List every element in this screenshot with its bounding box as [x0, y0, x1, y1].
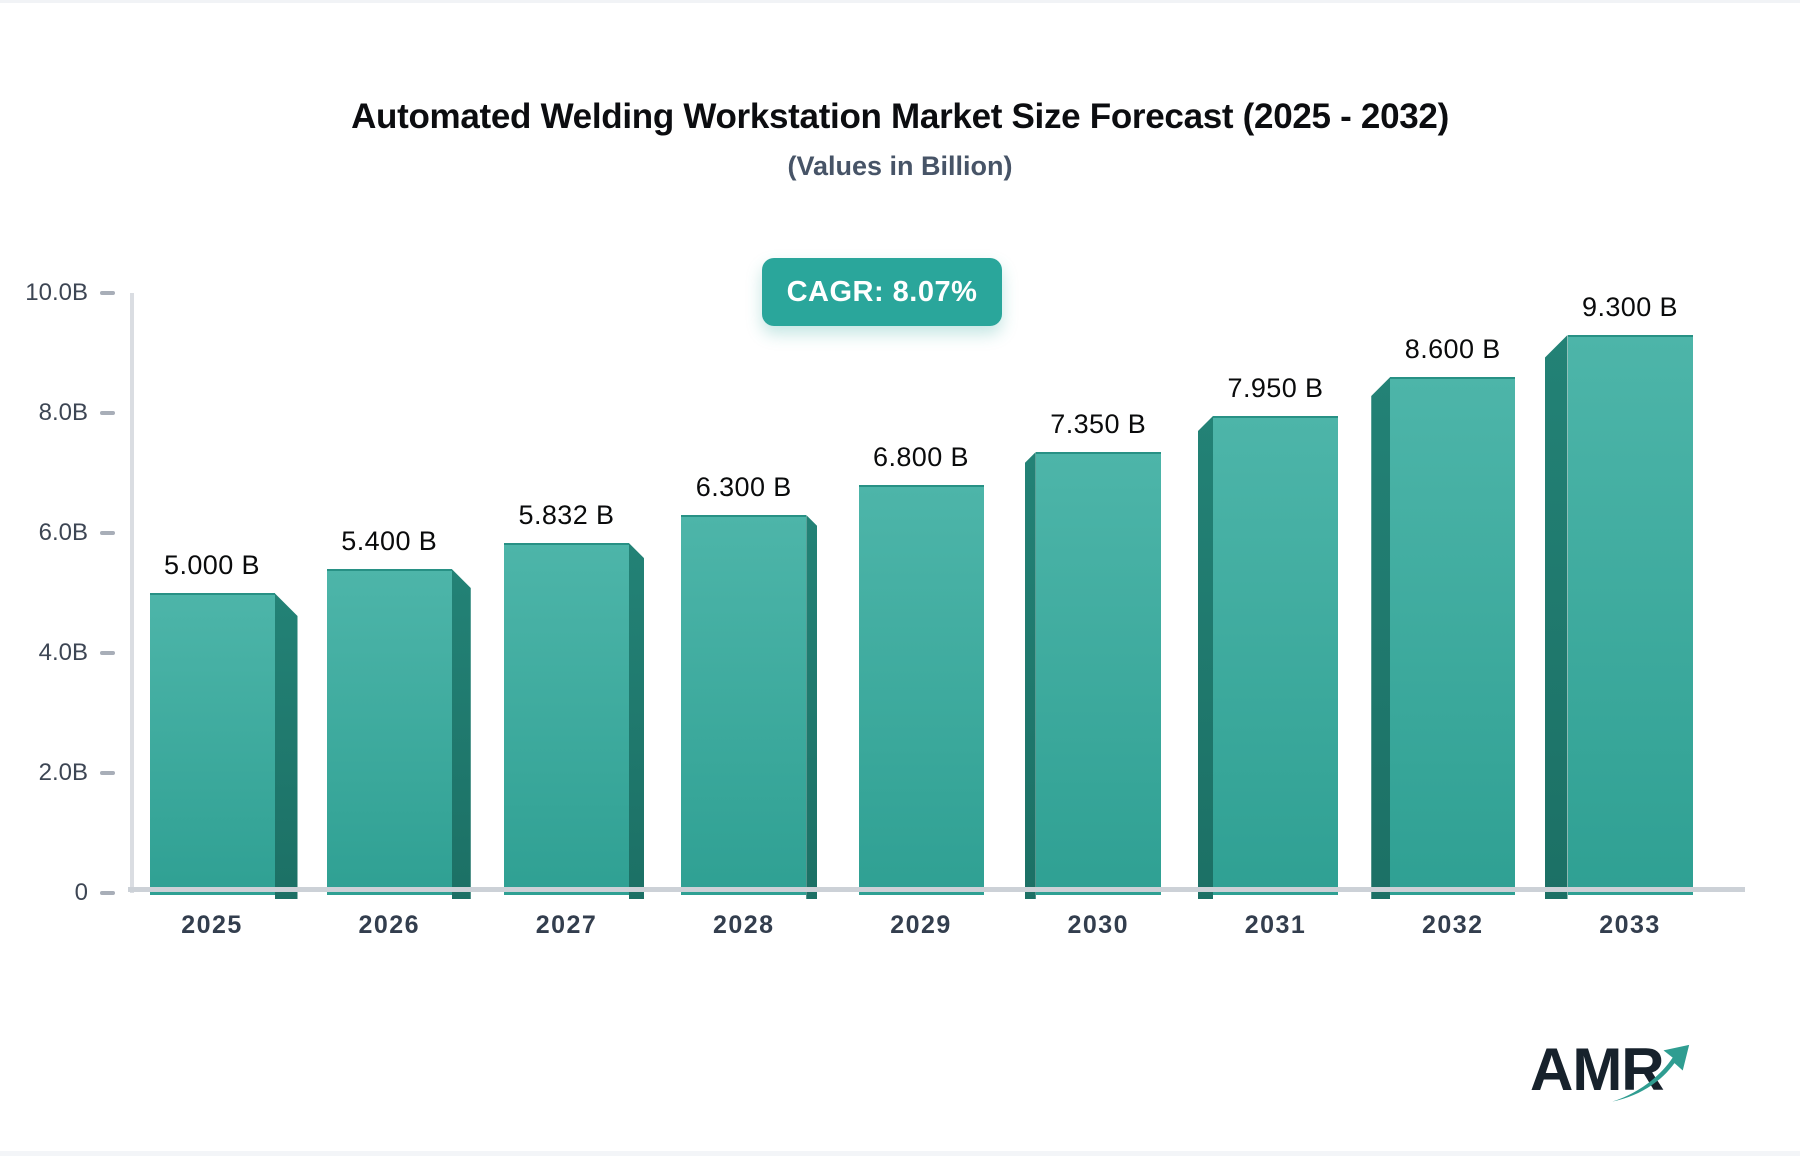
x-tick-label: 2025: [181, 911, 243, 939]
bar-2032: [1390, 377, 1516, 895]
trend-up-arrow-icon: [1612, 1044, 1690, 1102]
bar-side-panel: [1544, 335, 1568, 899]
bar-2026: [326, 569, 452, 895]
bar-2027: [504, 543, 629, 895]
bar-value-label: 6.800 B: [873, 442, 969, 472]
y-tick-mark: [100, 531, 115, 535]
x-tick-label: 2028: [712, 911, 775, 939]
bar-value-label: 9.300 B: [1582, 292, 1678, 322]
amr-logo-text: AMR: [1530, 1036, 1665, 1103]
bar-2030: [1035, 452, 1161, 895]
x-tick-label: 2033: [1599, 911, 1661, 939]
x-axis-line: [128, 887, 1745, 892]
chart-subtitle: (Values in Billion): [787, 151, 1013, 181]
bar-side-panel: [1371, 377, 1391, 899]
bar-2031: [1213, 416, 1338, 895]
y-tick-mark: [100, 291, 115, 295]
x-tick-label: 2030: [1067, 911, 1130, 939]
y-tick-mark: [100, 651, 115, 655]
x-tick-label: 2029: [890, 911, 952, 939]
bar-side-panel: [629, 543, 644, 899]
bar-value-label: 7.350 B: [1050, 409, 1147, 439]
y-tick-label: 10.0B: [25, 279, 88, 306]
bar-side-panel: [806, 515, 818, 899]
y-tick-mark: [100, 411, 115, 415]
chart-title: Automated Welding Workstation Market Siz…: [351, 97, 1449, 136]
bar-value-label: 6.300 B: [695, 472, 792, 502]
bar-value-label: 5.832 B: [518, 500, 615, 531]
bar-side-panel: [1024, 452, 1036, 899]
bar-2029: [858, 485, 984, 895]
y-tick-label: 8.0B: [38, 399, 88, 426]
y-tick-mark: [100, 891, 115, 895]
x-tick-label: 2026: [358, 911, 421, 939]
bar-2033: [1567, 335, 1693, 895]
y-tick-label: 6.0B: [38, 519, 88, 546]
y-tick-label: 4.0B: [38, 639, 88, 666]
cagr-badge: CAGR: 8.07%: [762, 258, 1002, 326]
bar-value-label: 8.600 B: [1404, 334, 1501, 364]
y-tick-label: 0: [74, 879, 88, 906]
bar-side-panel: [1198, 416, 1213, 899]
y-axis-line: [130, 293, 134, 893]
bar-value-label: 5.000 B: [164, 550, 260, 580]
bar-2025: [149, 593, 275, 895]
x-tick-label: 2031: [1244, 911, 1307, 939]
y-tick-mark: [100, 771, 115, 775]
amr-logo: AMR: [1524, 1035, 1754, 1127]
bar-value-label: 5.400 B: [341, 526, 438, 556]
bar-2028: [681, 515, 807, 895]
bar-side-panel: [274, 593, 298, 899]
y-tick-label: 2.0B: [38, 759, 88, 786]
bar-value-label: 7.950 B: [1227, 373, 1324, 403]
x-tick-label: 2032: [1421, 911, 1484, 939]
x-tick-label: 2027: [535, 911, 598, 939]
cagr-badge-label: CAGR: 8.07%: [786, 275, 978, 308]
bar-side-panel: [451, 569, 471, 899]
